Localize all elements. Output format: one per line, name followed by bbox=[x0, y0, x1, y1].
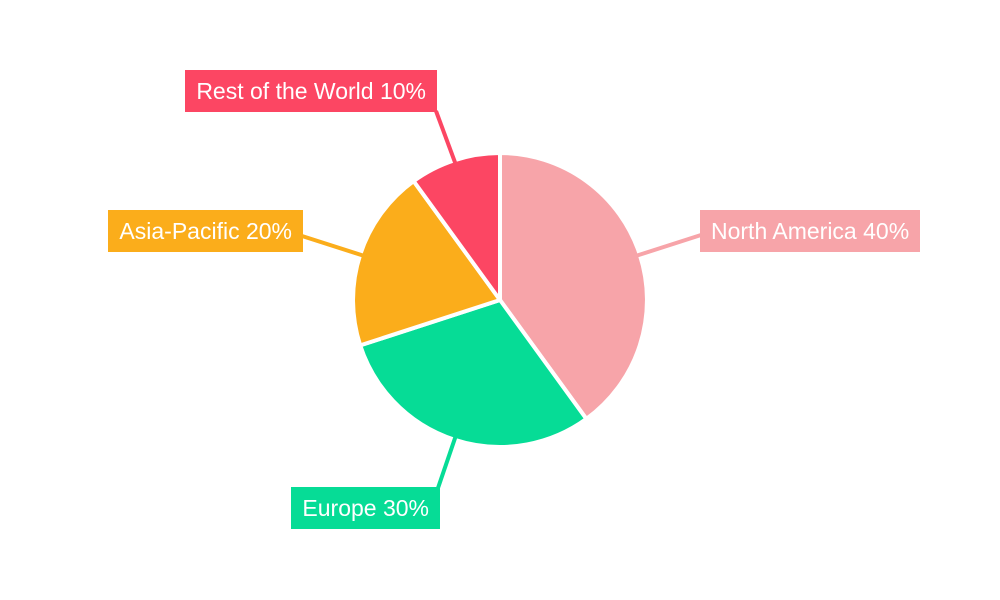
label-asia-pacific: Asia-Pacific 20% bbox=[108, 210, 303, 252]
label-rest-of-world: Rest of the World 10% bbox=[185, 70, 437, 112]
leader-lines bbox=[301, 110, 702, 489]
leader-line-north-america bbox=[630, 233, 702, 260]
label-north-america: North America 40% bbox=[700, 210, 921, 252]
pie-slices bbox=[351, 151, 649, 449]
leader-line-europe bbox=[436, 430, 460, 489]
label-europe: Europe 30% bbox=[291, 487, 440, 529]
leader-line-rest-of-the-world bbox=[434, 110, 460, 170]
leader-line-asia-pacific bbox=[301, 234, 370, 260]
